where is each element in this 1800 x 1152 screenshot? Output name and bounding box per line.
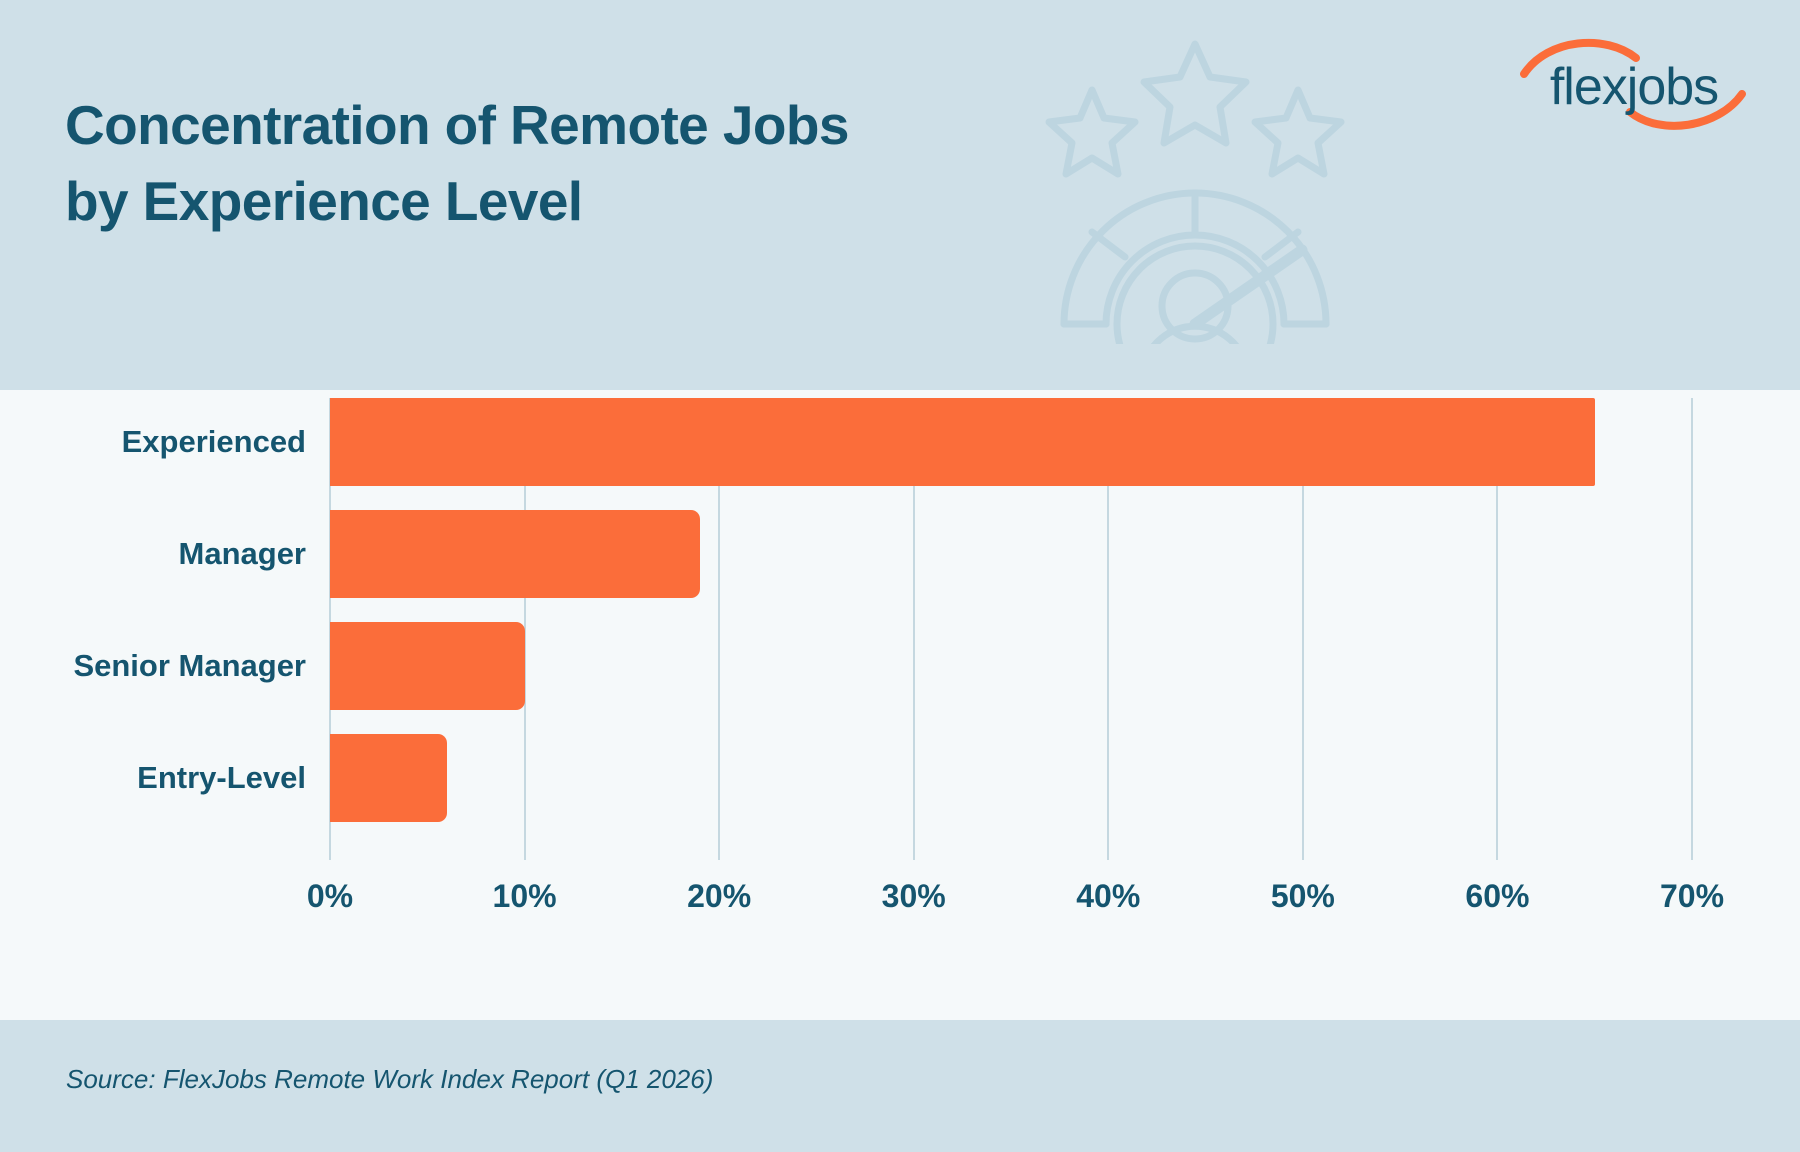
gauge-with-stars-illustration (1030, 24, 1360, 390)
flexjobs-logo[interactable]: flexjobs (1518, 32, 1748, 132)
page-title: Concentration of Remote Jobs by Experien… (65, 88, 965, 240)
chart-panel: Experienced Manager Senior Manager Entry-Le… (0, 390, 1800, 1020)
gridline-70 (1691, 398, 1693, 860)
category-axis-labels: Experienced Manager Senior Manager Entry-Le… (0, 390, 360, 870)
category-label-manager: Manager (178, 536, 306, 571)
gridline-40 (1107, 398, 1110, 860)
category-label-entry-level: Entry-Level (137, 760, 306, 795)
tick-label-60: 60% (1465, 878, 1530, 914)
gridline-50 (1301, 398, 1304, 860)
footer-banner: Source: FlexJobs Remote Work Index Repor… (0, 1020, 1800, 1152)
category-label-experienced: Experienced (121, 424, 306, 459)
gridline-10 (523, 398, 526, 860)
bar-row (0, 510, 1800, 598)
bar-row (0, 398, 1800, 486)
gridline-60 (1496, 398, 1499, 860)
bar-chart: Experienced Manager Senior Manager Entry-Le… (0, 390, 1800, 1020)
bar-entry-level[interactable] (330, 734, 447, 822)
tick-label-10: 10% (492, 878, 557, 914)
bar-row (0, 734, 1800, 822)
header-banner: Concentration of Remote Jobs by Experien… (0, 0, 1800, 390)
gridline-20 (718, 398, 721, 860)
gridline-30 (912, 398, 915, 860)
tick-label-30: 30% (881, 878, 946, 914)
tick-label-20: 20% (687, 878, 752, 914)
bar-senior-manager[interactable] (330, 622, 525, 710)
flexjobs-logo-text: flexjobs (1550, 58, 1718, 116)
value-axis-tick-labels: 0% 10% 20% 30% 40% 50% 60% 70% (0, 878, 1800, 948)
page-title-line-2: by Experience Level (65, 169, 583, 232)
bar-row (0, 622, 1800, 710)
tick-label-0: 0% (306, 878, 354, 914)
source-note: Source: FlexJobs Remote Work Index Repor… (66, 1064, 714, 1094)
bar-experienced[interactable] (330, 398, 1595, 486)
category-label-senior-manager: Senior Manager (73, 648, 306, 683)
page-title-line-1: Concentration of Remote Jobs (65, 94, 849, 156)
tick-label-50: 50% (1270, 878, 1335, 914)
tick-label-40: 40% (1076, 878, 1141, 914)
bar-manager[interactable] (330, 510, 700, 598)
bars-container (0, 390, 1800, 870)
tick-label-70: 70% (1659, 878, 1725, 914)
